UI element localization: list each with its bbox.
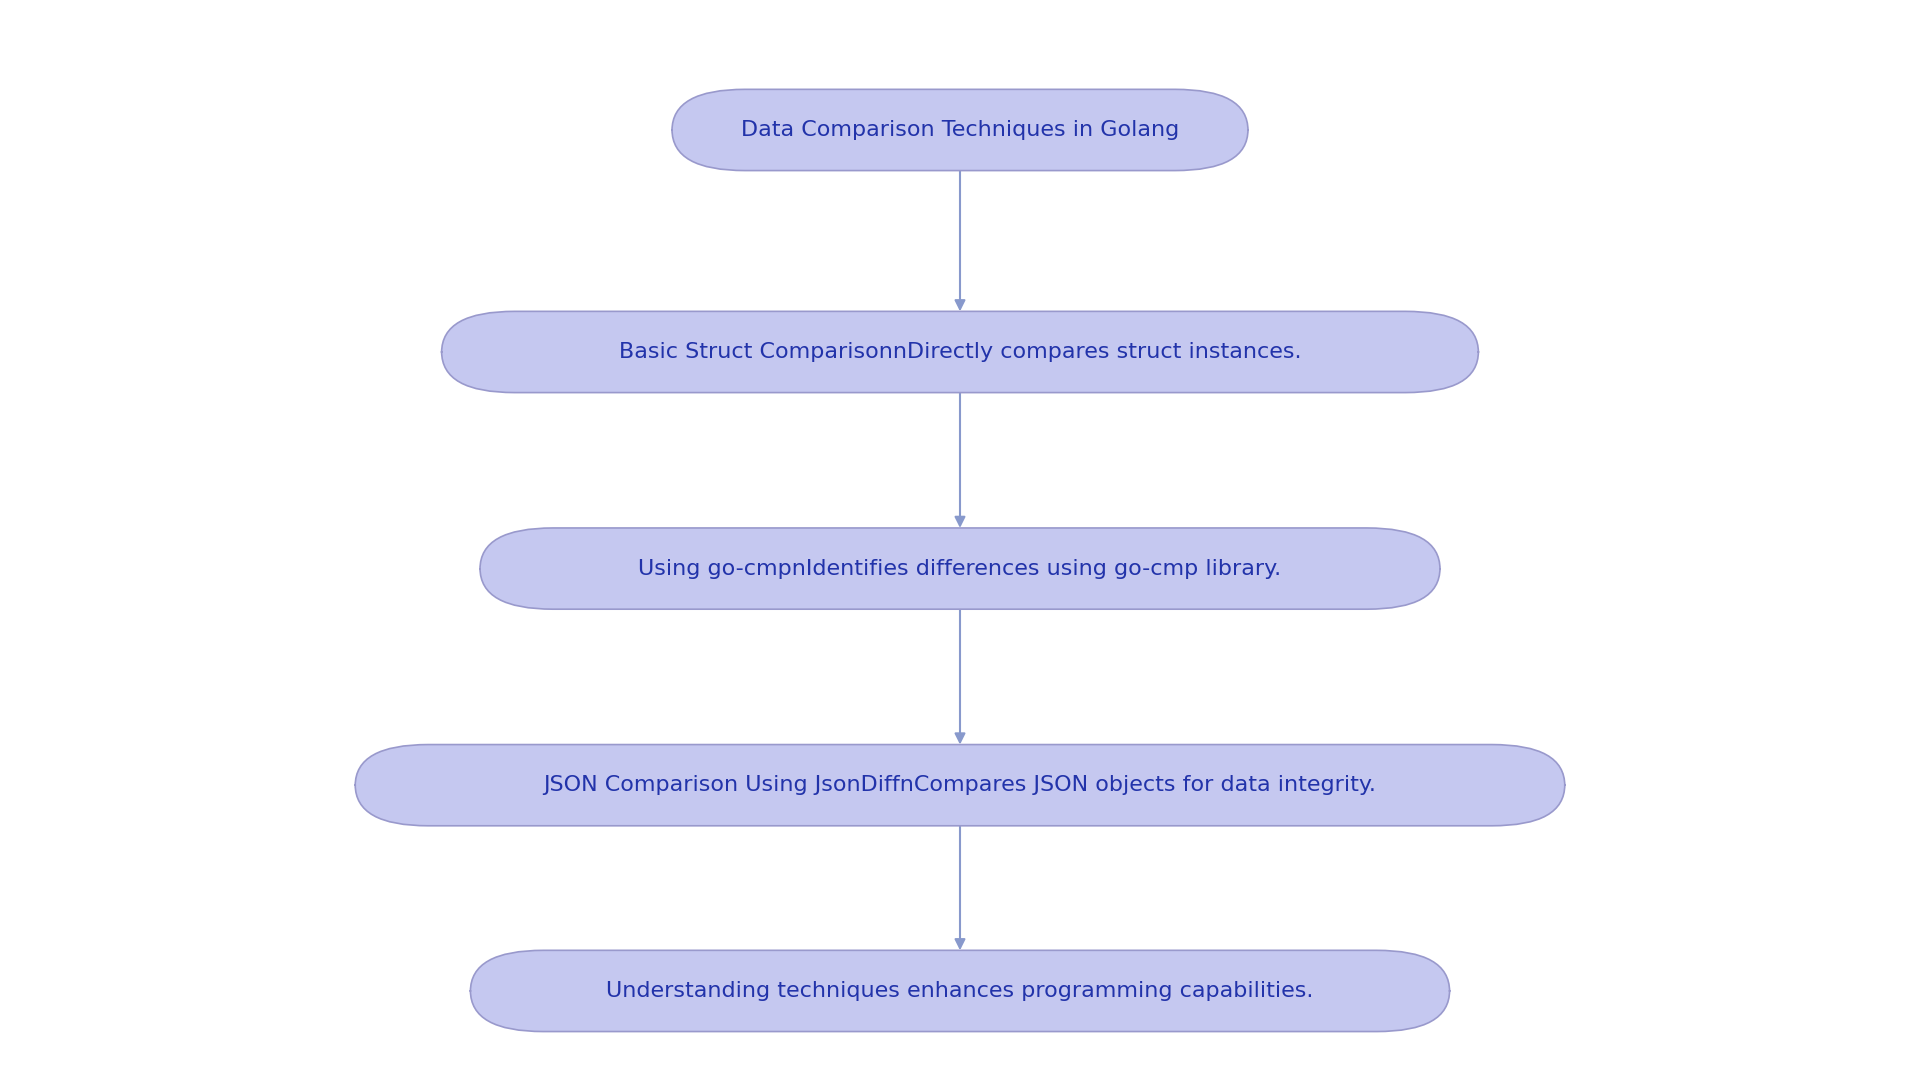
FancyBboxPatch shape: [355, 745, 1565, 825]
Text: Data Comparison Techniques in Golang: Data Comparison Techniques in Golang: [741, 120, 1179, 140]
FancyBboxPatch shape: [480, 529, 1440, 609]
Text: Understanding techniques enhances programming capabilities.: Understanding techniques enhances progra…: [607, 981, 1313, 1001]
FancyBboxPatch shape: [442, 312, 1478, 393]
FancyBboxPatch shape: [470, 951, 1450, 1031]
Text: Basic Struct ComparisonnDirectly compares struct instances.: Basic Struct ComparisonnDirectly compare…: [618, 342, 1302, 362]
FancyBboxPatch shape: [672, 90, 1248, 170]
Text: Using go-cmpnIdentifies differences using go-cmp library.: Using go-cmpnIdentifies differences usin…: [639, 559, 1281, 578]
Text: JSON Comparison Using JsonDiffnCompares JSON objects for data integrity.: JSON Comparison Using JsonDiffnCompares …: [543, 775, 1377, 795]
